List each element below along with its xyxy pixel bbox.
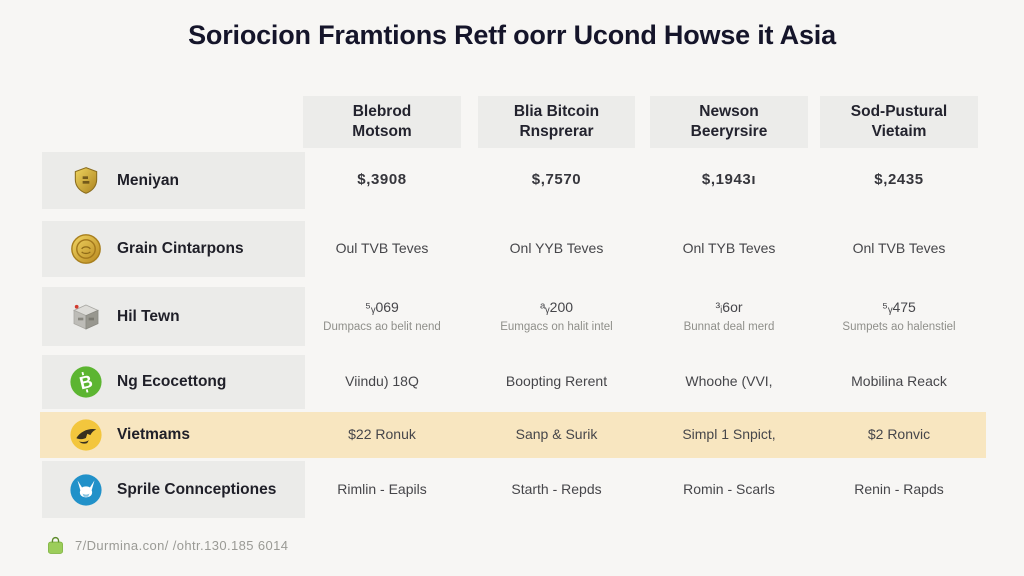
table-cell: Onl TVB Teves [852,240,946,257]
column-header-line: Sod-Pustural [850,102,948,120]
column-header-line: Blebrod [352,102,412,120]
column-header-sod-pustural: Sod-Pustural Vietaim [820,96,978,148]
table-cell: $,2435 [874,171,924,189]
table-cell: $,3908 [357,171,407,189]
column-header-line: Rnsprerar [519,123,594,140]
table-cell: Onl YYB Teves [509,240,604,257]
row-label-grain-cintarpons: Grain Cintarpons [42,221,305,277]
column-header-line: Newson [699,102,759,120]
column-header-line: Vietaim [871,123,927,140]
highlight-row-band [40,412,986,458]
footer-source: 7/Durmina.con/ /ohtr.130.185 6014 [44,534,288,556]
blue-rabbit-icon [68,472,104,508]
table-cell: $22 Ronuk [348,426,416,443]
table-cell: Rimlin - Eapils [337,480,427,497]
row-label-ng-ecocettong: B Ng Ecocettong [42,355,305,409]
table-cell: Oul TVB Teves [335,240,429,257]
svg-text:B: B [77,371,94,393]
row-label-text: Hil Tewn [117,307,180,325]
column-header-newson: Newson Beeryrsire [650,96,808,148]
green-bitcoin-icon: B [68,364,104,400]
row-label-sprile-connceptiones: Sprile Connceptiones [42,461,305,518]
page-title: Soriocion Framtions Retf oorr Ucond Hows… [188,20,836,50]
table-cell: Romin - Scarls [683,480,775,497]
table-cell: $,7570 [531,171,582,189]
yellow-bird-icon [68,417,104,453]
column-header-line: Beeryrsire [690,123,768,140]
table-cell: ⁵ᵧ475 Sumpets ao halenstiel [842,299,956,333]
row-label-text: Meniyan [117,171,180,189]
table-cell: Sanp & Surik [515,426,598,443]
column-header-line: Motsom [352,123,412,140]
table-cell: ᵃᵧ200 Eumgacs on halit intel [500,299,613,333]
table-cell: $,1943ı [701,171,757,189]
table-cell: ⁵ᵧ069 Dumpacs ao belit nend [323,299,441,333]
gold-shield-icon [68,163,104,199]
row-label-meniyan: Meniyan [42,152,305,209]
table-cell: Renin - Rapds [854,480,944,497]
table-cell: Mobilina Reack [851,373,947,390]
column-header-blia-bitcoin: Blia Bitcoin Rnsprerar [478,96,635,148]
row-label-text: Sprile Connceptiones [117,480,277,498]
table-cell: Whoohe (VVI, [685,373,773,390]
gold-coin-icon [68,231,104,267]
row-label-vietmams: Vietmams [42,412,305,458]
table-cell: ³ᵢ6or Bunnat deal merd [683,299,775,333]
footer-url-text: 7/Durmina.con/ /ohtr.130.185 6014 [75,537,289,553]
shopping-bag-icon [44,534,66,556]
row-label-text: Vietmams [117,426,190,443]
table-cell: $2 Ronvic [867,426,931,443]
column-header-blebrod-motsom: Blebrod Motsom [303,96,461,148]
table-cell: Starth - Repds [511,480,602,497]
column-header-line: Blia Bitcoin [513,102,600,120]
row-label-text: Grain Cintarpons [117,240,244,257]
mining-cube-icon [68,299,104,335]
row-label-hil-tewn: Hil Tewn [42,287,305,346]
table-cell: Simpl 1 Snpict, [682,426,776,443]
table-cell: Onl TYB Teves [682,240,776,257]
table-cell: Viindu) 18Q [345,373,419,390]
row-label-text: Ng Ecocettong [117,373,227,390]
table-cell: Boopting Rerent [505,373,608,390]
